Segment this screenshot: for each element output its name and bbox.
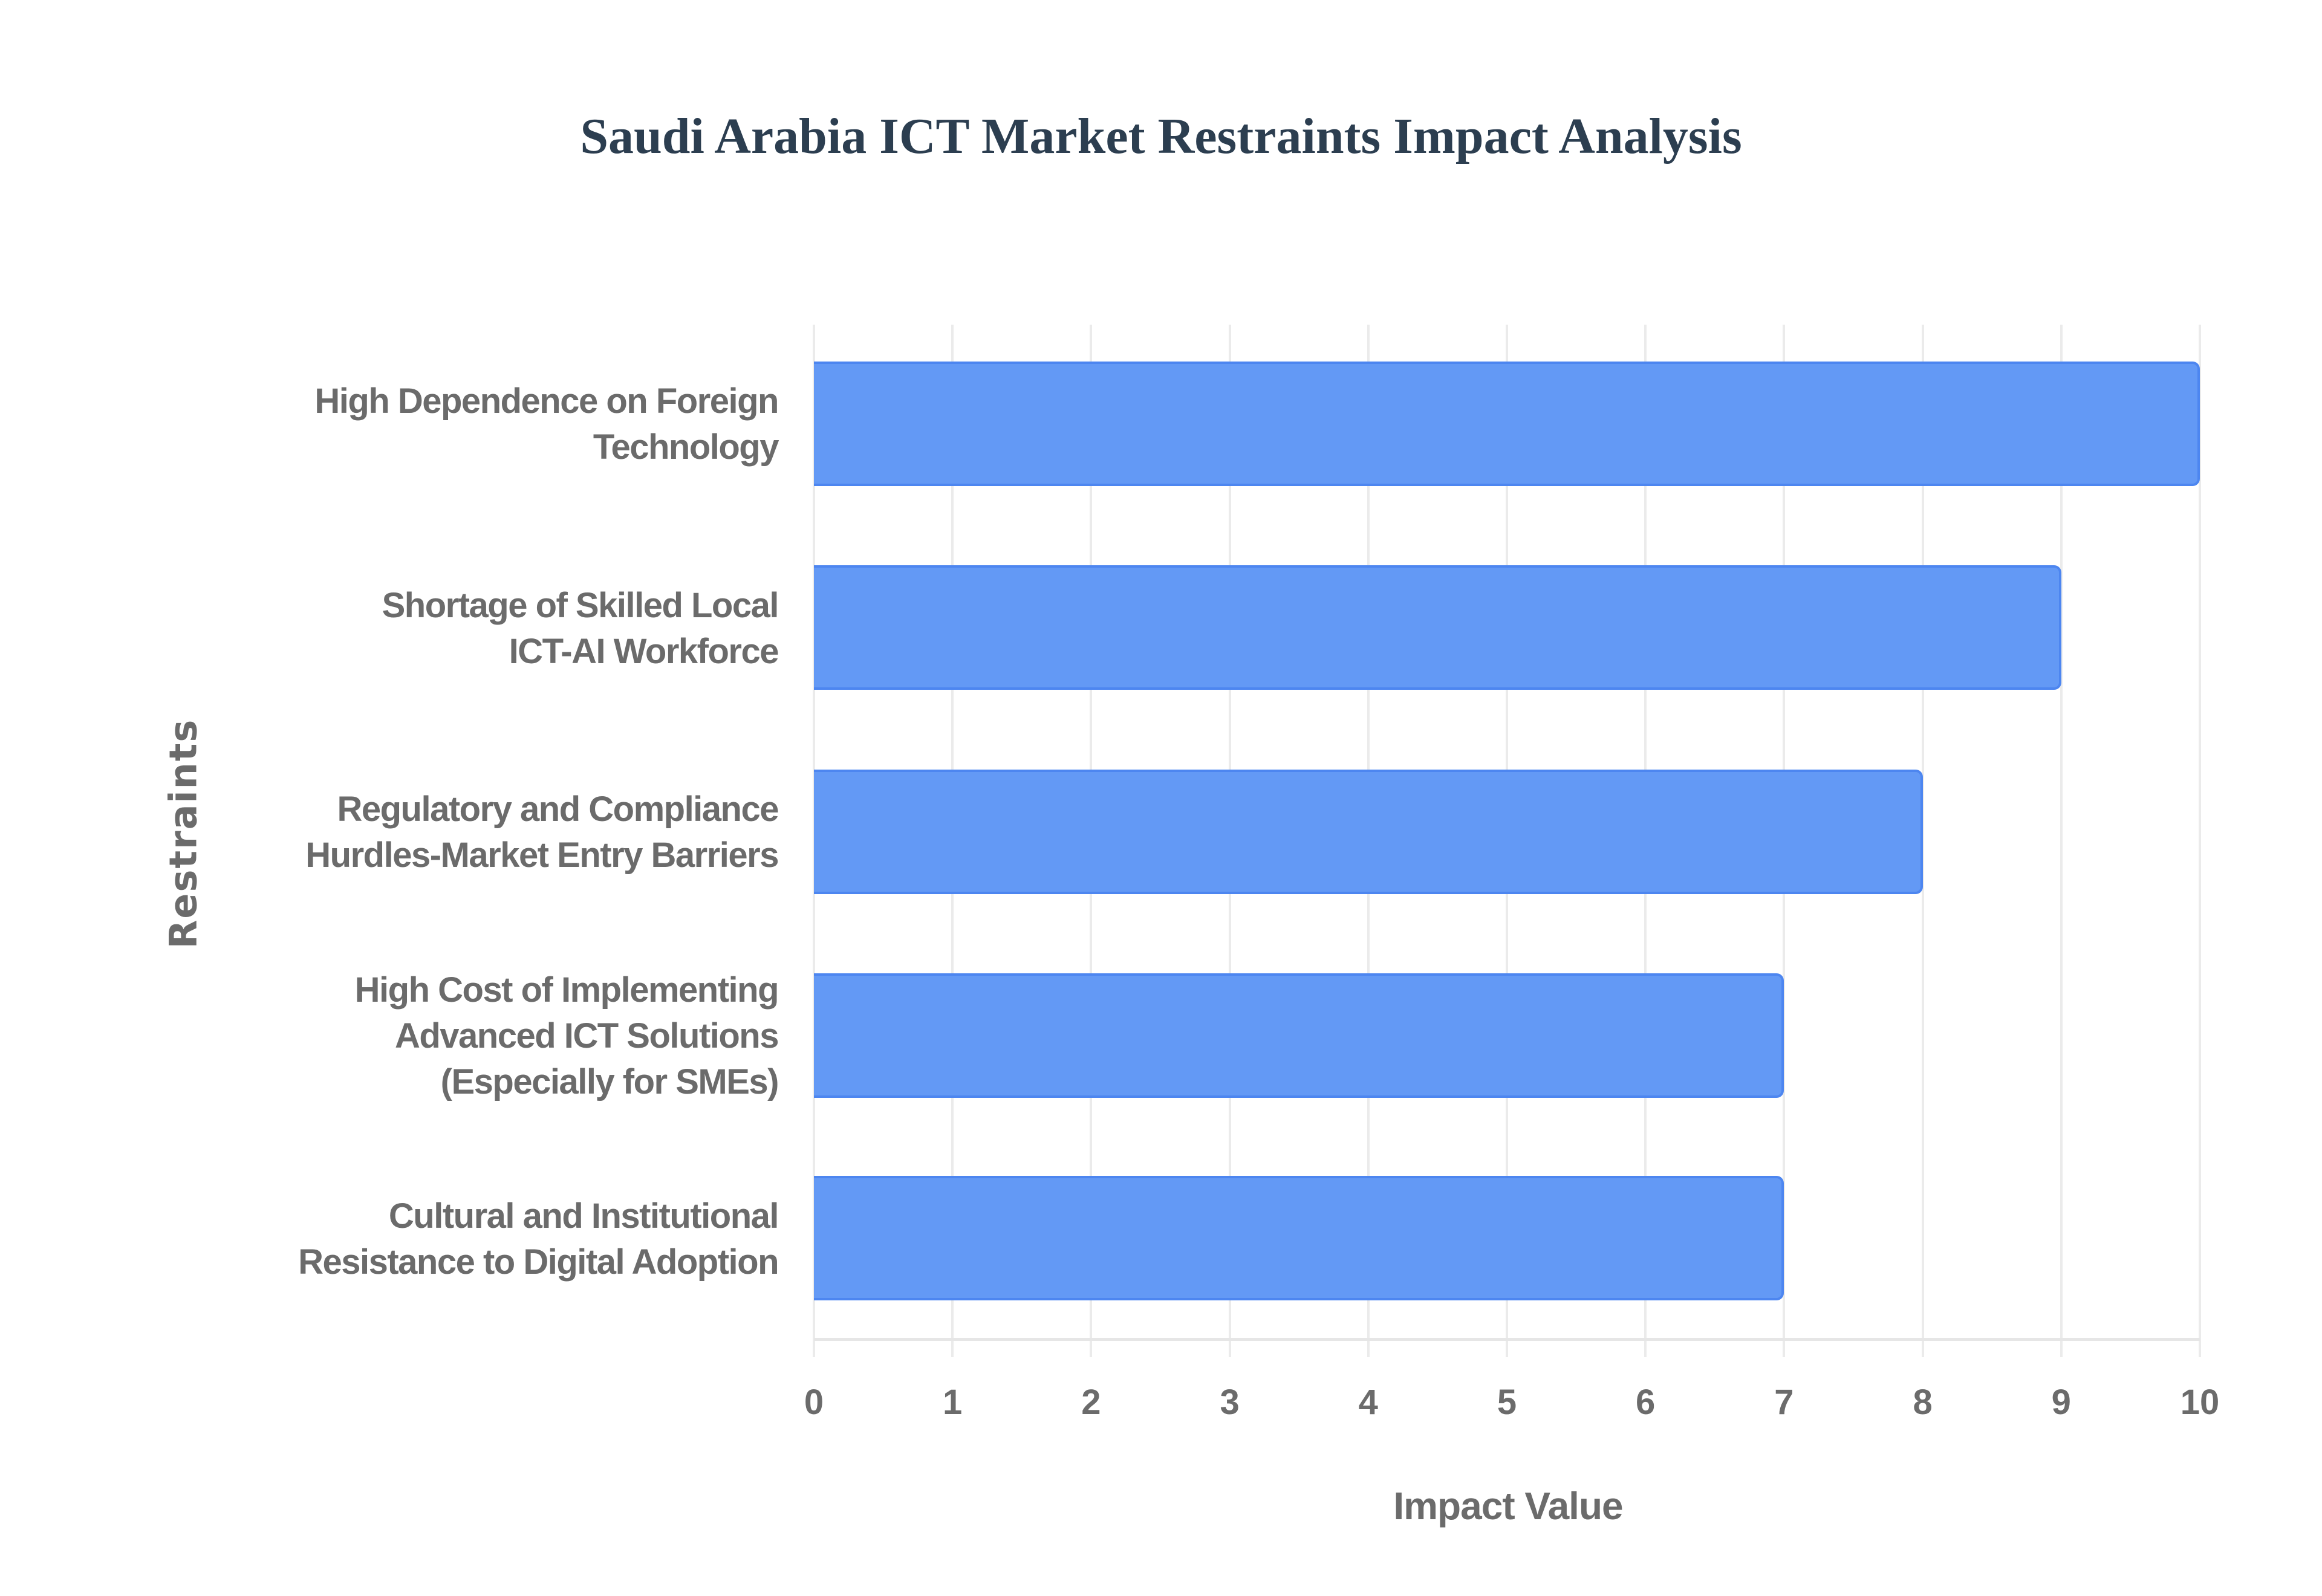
x-tick-6: 6 (1636, 1383, 1656, 1422)
x-tick-7: 7 (1774, 1383, 1794, 1422)
x-tick-0: 0 (804, 1383, 824, 1422)
bar-cultural-resistance[interactable] (814, 1176, 1784, 1300)
x-tick-5: 5 (1497, 1383, 1517, 1422)
bar-regulatory-hurdles[interactable] (814, 770, 1923, 894)
y-axis-title: Restraints (161, 718, 206, 949)
y-label-foreign-technology: High Dependence on Foreign Technology (314, 381, 779, 467)
x-tick-10: 10 (2180, 1383, 2220, 1422)
bar-skilled-workforce[interactable] (814, 565, 2061, 690)
x-tick-2: 2 (1081, 1383, 1101, 1422)
chart-title: Saudi Arabia ICT Market Restraints Impac… (580, 108, 1742, 164)
gridline-10 (2199, 325, 2201, 1357)
y-label-cultural-resistance: Cultural and Institutional Resistance to… (298, 1196, 779, 1282)
x-tick-4: 4 (1358, 1383, 1378, 1422)
y-label-implementation-cost: High Cost of Implementing Advanced ICT S… (354, 970, 779, 1101)
gridline-9 (2060, 325, 2063, 1357)
x-tick-1: 1 (943, 1383, 963, 1422)
y-label-regulatory-hurdles: Regulatory and Compliance Hurdles-Market… (305, 790, 779, 875)
x-tick-9: 9 (2051, 1383, 2071, 1422)
gridline-8 (1921, 325, 1924, 1357)
x-axis-title: Impact Value (1393, 1484, 1623, 1528)
bar-implementation-cost[interactable] (814, 973, 1784, 1098)
x-tick-8: 8 (1913, 1383, 1933, 1422)
plot-area (813, 325, 2201, 1357)
bar-foreign-technology[interactable] (814, 362, 2200, 486)
y-label-skilled-workforce: Shortage of Skilled Local ICT-AI Workfor… (382, 586, 779, 671)
x-tick-3: 3 (1220, 1383, 1240, 1422)
x-axis-line (814, 1338, 2200, 1341)
